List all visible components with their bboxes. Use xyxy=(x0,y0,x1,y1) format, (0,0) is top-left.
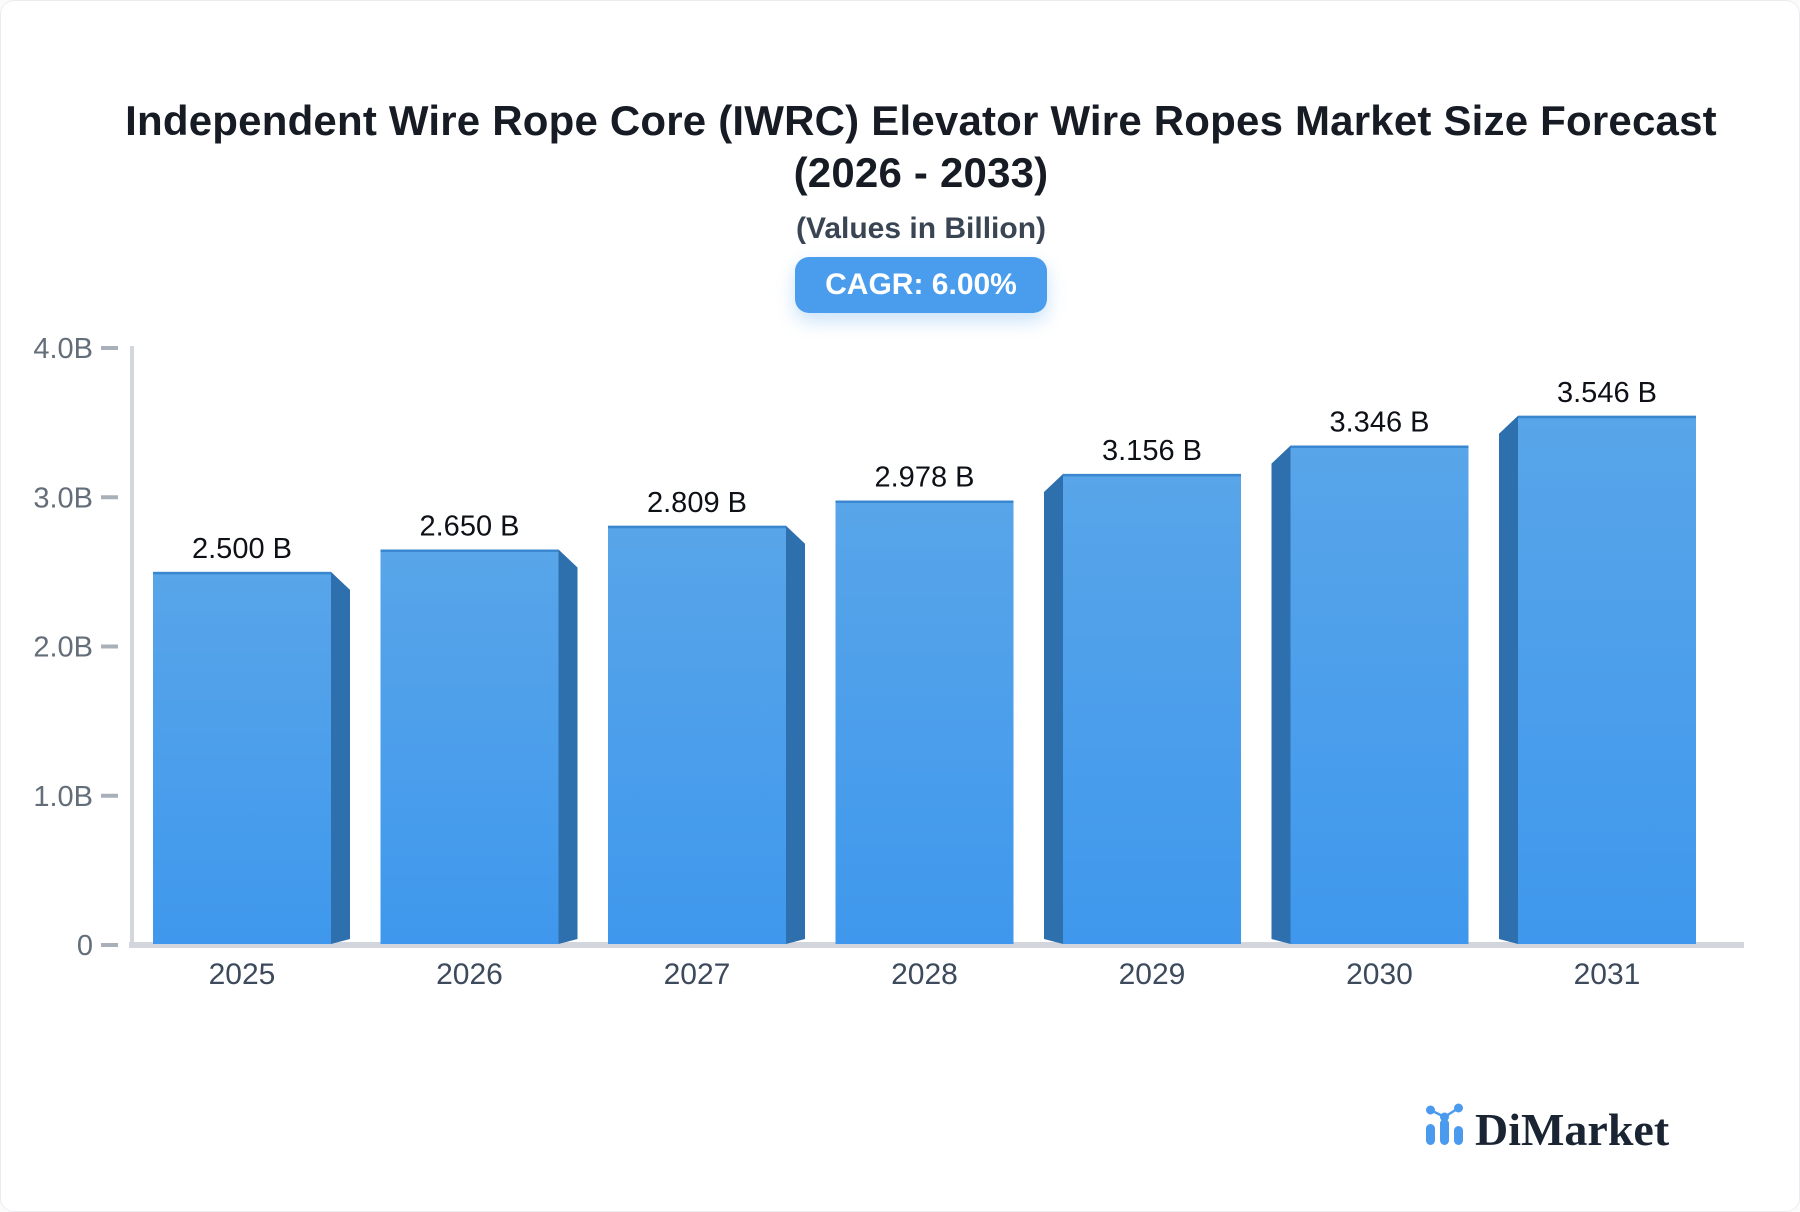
chart-header: Independent Wire Rope Core (IWRC) Elevat… xyxy=(41,95,1799,313)
x-axis-label: 2027 xyxy=(664,958,731,991)
y-axis-tick xyxy=(101,644,118,649)
cagr-badge: CAGR: 6.00% xyxy=(795,257,1047,313)
bar-value-label: 3.546 B xyxy=(1557,377,1657,409)
chart-title-line2: (2026 - 2033) xyxy=(793,149,1049,196)
bar-side-face xyxy=(1271,445,1291,944)
x-axis-label: 2030 xyxy=(1346,958,1413,991)
bar-side-face xyxy=(558,549,578,944)
bar-group: 2.650 B 2026 xyxy=(380,510,578,991)
bar-value-label: 2.650 B xyxy=(420,510,520,542)
bar-group: 3.546 B 2031 xyxy=(1499,377,1696,991)
bar-group: 2.978 B 2028 xyxy=(835,462,1014,991)
bar-group: 2.500 B 2025 xyxy=(153,533,350,991)
dimarket-logo-text: DiMarket xyxy=(1475,1104,1670,1155)
bar-group: 3.346 B 2030 xyxy=(1271,407,1469,991)
y-axis-tick xyxy=(101,943,118,947)
bar-group: 2.809 B 2027 xyxy=(608,487,805,991)
y-axis-tick xyxy=(101,793,118,798)
bar-side-face xyxy=(1044,473,1063,944)
y-axis-label: 3.0B xyxy=(33,482,93,514)
bar-side-face xyxy=(786,525,805,944)
bar[interactable] xyxy=(1290,445,1469,944)
bar-value-label: 2.978 B xyxy=(875,462,975,494)
x-axis-label: 2028 xyxy=(891,958,958,991)
bar-value-label: 2.500 B xyxy=(192,533,292,565)
bar[interactable] xyxy=(153,571,331,944)
x-axis-label: 2029 xyxy=(1119,958,1186,991)
bar-value-label: 2.809 B xyxy=(647,487,747,519)
y-axis-tick xyxy=(101,346,118,350)
bar-side-face xyxy=(1499,415,1518,944)
bar-side-face xyxy=(331,571,350,944)
bar-value-label: 3.156 B xyxy=(1102,435,1202,467)
y-axis-label: 4.0B xyxy=(33,333,93,365)
bar-group: 3.156 B 2029 xyxy=(1044,435,1241,991)
x-axis-label: 2026 xyxy=(436,958,503,991)
chart-title-line1: Independent Wire Rope Core (IWRC) Elevat… xyxy=(125,97,1717,144)
bar-value-label: 3.346 B xyxy=(1330,407,1430,439)
y-axis-label: 0 xyxy=(77,930,93,962)
y-axis-line xyxy=(130,346,134,945)
y-axis-tick xyxy=(101,495,118,500)
dimarket-logo: DiMarket xyxy=(1426,1103,1670,1155)
bar[interactable] xyxy=(1063,473,1241,944)
bar[interactable] xyxy=(835,500,1014,944)
x-axis-baseline xyxy=(129,942,1744,948)
chart-subtitle: (Values in Billion) xyxy=(795,212,1047,245)
y-axis-label: 1.0B xyxy=(33,781,93,813)
bar[interactable] xyxy=(380,549,559,944)
y-axis-label: 2.0B xyxy=(33,632,93,664)
dimarket-logo-icon xyxy=(1426,1103,1463,1145)
bar[interactable] xyxy=(608,525,786,944)
bar[interactable] xyxy=(1518,415,1696,944)
x-axis-label: 2025 xyxy=(209,958,276,991)
x-axis-label: 2031 xyxy=(1574,958,1641,991)
